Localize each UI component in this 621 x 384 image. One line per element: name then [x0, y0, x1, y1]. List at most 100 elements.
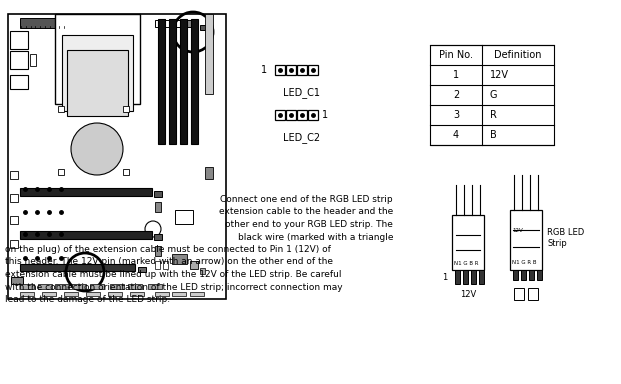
- Bar: [275, 65, 285, 75]
- Bar: [191, 19, 198, 144]
- Bar: [20, 188, 152, 196]
- Bar: [200, 25, 206, 30]
- Bar: [55, 284, 69, 289]
- Bar: [155, 246, 161, 256]
- Bar: [10, 75, 28, 89]
- Bar: [64, 292, 78, 296]
- Bar: [148, 284, 162, 289]
- Text: 1: 1: [453, 70, 459, 80]
- Bar: [20, 231, 152, 239]
- Text: this header. The 12V pin (marked with an arrow) on the other end of the: this header. The 12V pin (marked with an…: [5, 258, 333, 266]
- Bar: [86, 292, 100, 296]
- Text: LED_C1: LED_C1: [284, 87, 320, 98]
- Text: Pin No.: Pin No.: [439, 50, 473, 60]
- Bar: [169, 19, 176, 144]
- Text: 4: 4: [453, 130, 459, 140]
- Bar: [154, 234, 162, 240]
- Bar: [286, 110, 296, 120]
- Text: 1: 1: [442, 273, 447, 281]
- Bar: [172, 254, 187, 264]
- Text: R: R: [490, 110, 497, 120]
- Text: 2: 2: [453, 90, 459, 100]
- Text: G: G: [490, 90, 497, 100]
- Bar: [62, 35, 133, 111]
- Text: 1: 1: [322, 110, 328, 120]
- Bar: [42, 292, 56, 296]
- Bar: [58, 169, 64, 175]
- Text: 12V: 12V: [460, 290, 476, 299]
- Bar: [479, 270, 484, 284]
- Bar: [30, 54, 36, 66]
- Bar: [10, 31, 28, 49]
- Bar: [10, 194, 18, 202]
- Bar: [20, 292, 34, 296]
- Bar: [123, 169, 129, 175]
- Bar: [455, 270, 460, 284]
- Bar: [183, 20, 198, 27]
- Bar: [297, 110, 307, 120]
- Bar: [20, 264, 135, 271]
- Bar: [190, 292, 204, 296]
- Bar: [430, 45, 554, 145]
- Bar: [72, 284, 86, 289]
- Bar: [537, 270, 542, 280]
- Text: B: B: [490, 130, 497, 140]
- Text: 1: 1: [261, 65, 267, 75]
- Bar: [275, 110, 285, 120]
- Text: black wire (marked with a triangle: black wire (marked with a triangle: [237, 232, 393, 242]
- Bar: [108, 292, 122, 296]
- Text: RGB LED
Strip: RGB LED Strip: [547, 228, 584, 248]
- Bar: [175, 210, 193, 224]
- Text: extension cable must be lined up with the 12V of the LED strip. Be careful: extension cable must be lined up with th…: [5, 270, 342, 279]
- Text: extension cable to the header and the: extension cable to the header and the: [219, 207, 393, 217]
- Text: N1 G B R: N1 G B R: [454, 261, 479, 266]
- Bar: [20, 284, 34, 289]
- Bar: [10, 171, 18, 179]
- Bar: [172, 292, 186, 296]
- Bar: [110, 284, 124, 289]
- Text: Definition: Definition: [494, 50, 542, 60]
- Bar: [510, 210, 542, 270]
- Bar: [286, 65, 296, 75]
- Bar: [55, 14, 140, 104]
- Text: LED_C2: LED_C2: [283, 132, 320, 143]
- Bar: [521, 270, 526, 280]
- Bar: [163, 261, 168, 269]
- Bar: [123, 106, 129, 112]
- Bar: [130, 292, 144, 296]
- Bar: [90, 284, 104, 289]
- Bar: [155, 202, 161, 212]
- Text: 12V: 12V: [512, 228, 523, 233]
- Bar: [20, 18, 70, 28]
- Circle shape: [145, 221, 161, 237]
- Bar: [155, 261, 160, 269]
- Bar: [308, 110, 318, 120]
- Bar: [297, 65, 307, 75]
- Bar: [154, 191, 162, 197]
- Bar: [10, 240, 18, 248]
- Bar: [205, 14, 213, 94]
- Bar: [158, 19, 165, 144]
- Bar: [513, 270, 518, 280]
- Bar: [58, 106, 64, 112]
- Bar: [138, 267, 146, 272]
- Bar: [180, 19, 187, 144]
- Bar: [452, 215, 484, 270]
- Bar: [190, 261, 198, 269]
- Text: other end to your RGB LED strip. The: other end to your RGB LED strip. The: [225, 220, 393, 229]
- Text: with the connection orientation of the LED strip; incorrect connection may: with the connection orientation of the L…: [5, 283, 343, 291]
- Text: Connect one end of the RGB LED strip: Connect one end of the RGB LED strip: [220, 195, 393, 204]
- Bar: [528, 288, 538, 300]
- Bar: [471, 270, 476, 284]
- Bar: [463, 270, 468, 284]
- Text: 12V: 12V: [490, 70, 509, 80]
- Bar: [10, 51, 28, 69]
- Bar: [8, 14, 226, 299]
- Bar: [308, 65, 318, 75]
- Bar: [155, 292, 169, 296]
- Bar: [38, 284, 52, 289]
- Text: N1 G R B: N1 G R B: [512, 260, 537, 265]
- Circle shape: [71, 123, 123, 175]
- Bar: [11, 277, 23, 284]
- Bar: [205, 167, 213, 179]
